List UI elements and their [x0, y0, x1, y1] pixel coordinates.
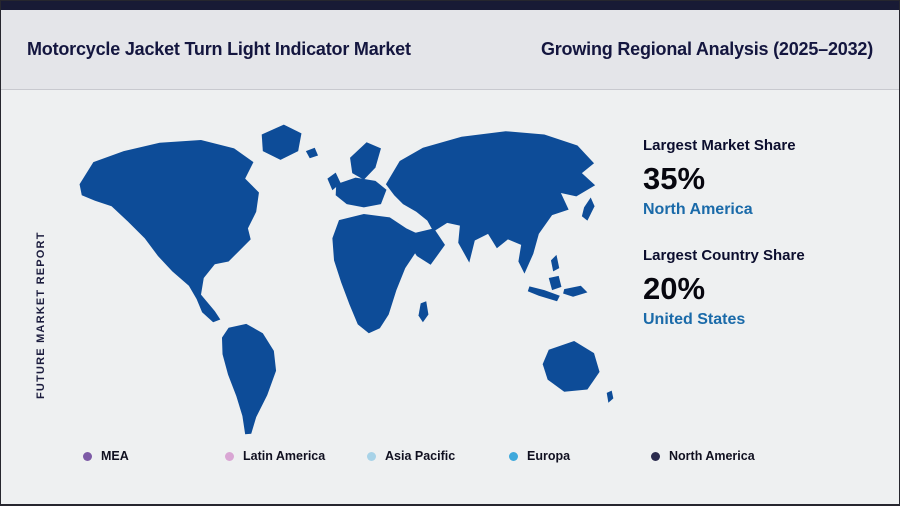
united-kingdom: [327, 172, 341, 191]
legend-label: North America: [669, 449, 755, 463]
legend-item-latin-america: Latin America: [225, 449, 367, 463]
world-map-svg: [79, 124, 614, 435]
legend-item-europa: Europa: [509, 449, 651, 463]
scandinavia: [350, 142, 381, 180]
japan: [581, 197, 595, 221]
header: Motorcycle Jacket Turn Light Indicator M…: [1, 10, 899, 90]
continents: [79, 124, 614, 435]
legend: MEA Latin America Asia Pacific Europa No…: [83, 449, 879, 463]
stat-region: United States: [643, 311, 746, 328]
top-accent-bar: [1, 1, 899, 10]
stat-region: North America: [643, 201, 753, 218]
continent-australia: [542, 340, 600, 392]
stat-label: Largest Country Share: [643, 247, 805, 264]
continent-north-america: [79, 140, 259, 323]
legend-label: MEA: [101, 449, 129, 463]
continent-asia: [385, 131, 596, 274]
legend-label: Europa: [527, 449, 571, 463]
continent-south-america: [221, 323, 277, 435]
continent-africa: [332, 214, 426, 334]
philippines: [550, 254, 560, 272]
page-title-right: Growing Regional Analysis (2025–2032): [540, 39, 873, 59]
stats-panel: Largest Market Share 35% North America L…: [643, 137, 883, 329]
legend-dot-europa: [509, 451, 518, 461]
new-zealand: [606, 390, 614, 403]
arabian-peninsula: [408, 228, 445, 265]
continent-europe: [335, 177, 387, 208]
new-guinea: [563, 285, 588, 297]
legend-item-asia-pacific: Asia Pacific: [367, 449, 509, 463]
legend-label: Asia Pacific: [385, 449, 456, 463]
legend-dot-latin-america: [225, 451, 234, 461]
legend-dot-asia-pacific: [367, 451, 376, 461]
stat-value: 35%: [643, 161, 706, 196]
world-map: [63, 93, 615, 441]
page-title-left: Motorcycle Jacket Turn Light Indicator M…: [27, 39, 411, 59]
indonesia: [527, 286, 560, 302]
stat-value: 20%: [643, 271, 706, 306]
iceland: [305, 147, 319, 159]
brand-vertical-label: FUTURE MARKET REPORT: [35, 231, 47, 399]
legend-item-north-america: North America: [651, 449, 793, 463]
legend-dot-north-america: [651, 451, 660, 461]
stat-market-share: Largest Market Share 35% North America: [643, 137, 883, 219]
legend-item-mea: MEA: [83, 449, 225, 463]
legend-dot-mea: [83, 451, 92, 461]
borneo: [548, 275, 562, 291]
legend-label: Latin America: [243, 449, 326, 463]
madagascar: [418, 301, 429, 323]
greenland: [261, 124, 302, 160]
stat-label: Largest Market Share: [643, 137, 796, 154]
stat-country-share: Largest Country Share 20% United States: [643, 247, 883, 329]
